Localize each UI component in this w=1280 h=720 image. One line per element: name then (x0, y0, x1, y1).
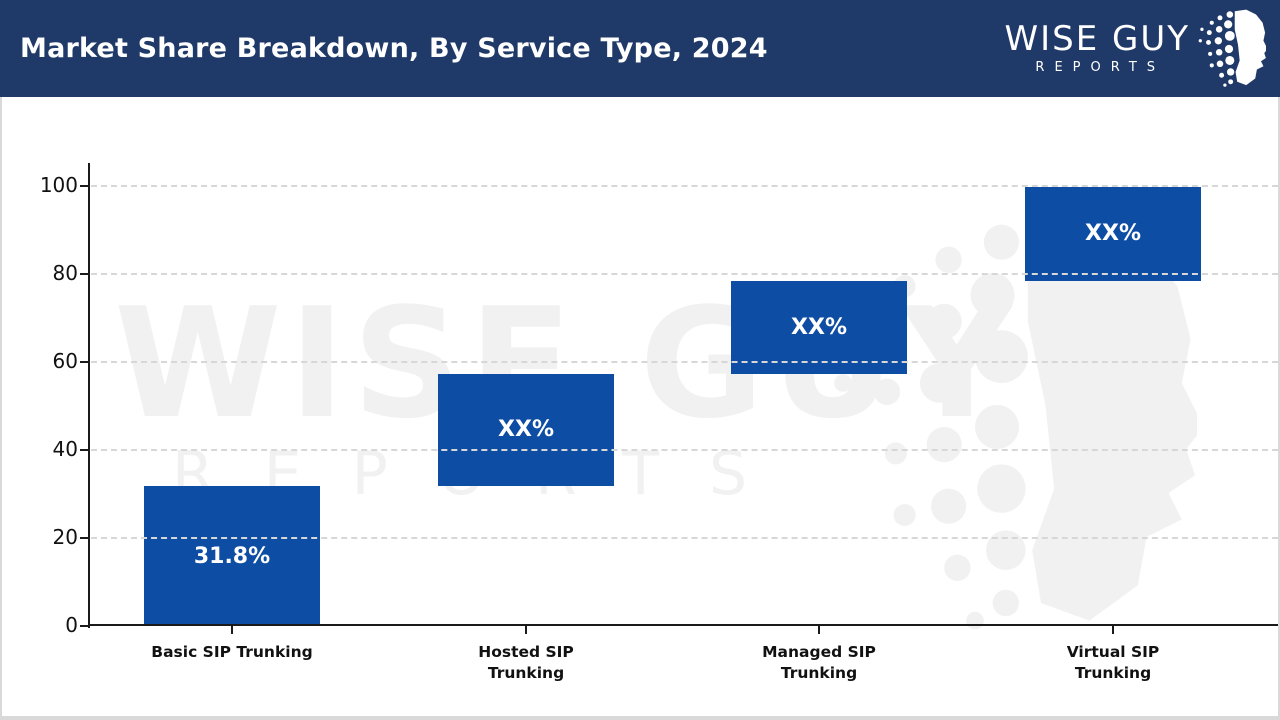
bar-value-label: XX% (498, 417, 554, 443)
x-tick-mark (231, 626, 233, 634)
y-tick-label: 0 (65, 613, 78, 637)
x-tick-mark (1112, 626, 1114, 634)
category-label: Virtual SIP Trunking (1066, 643, 1160, 682)
gridline (91, 449, 1278, 451)
y-tick-label: 20 (52, 525, 78, 549)
bar: XX% (1025, 186, 1201, 282)
bar: XX% (731, 281, 907, 374)
gridline (91, 185, 1278, 187)
gridline (91, 537, 1278, 539)
y-tick-label: 80 (52, 261, 78, 285)
y-tick-mark (80, 185, 88, 187)
bar: 31.8% (144, 486, 320, 626)
category-label: Basic SIP Trunking (151, 643, 313, 661)
y-tick-mark (80, 273, 88, 275)
y-tick-label: 60 (52, 349, 78, 373)
x-tick-mark (525, 626, 527, 634)
bar-value-label: XX% (1085, 221, 1141, 247)
header-bar: Market Share Breakdown, By Service Type,… (0, 0, 1280, 97)
x-axis-line (88, 624, 1278, 626)
logo-subtitle: REPORTS (1035, 59, 1166, 75)
chart-area: WISE GUY REPORTS 02040608010031.8%Basic … (0, 97, 1280, 720)
brand-logo: WISE GUY REPORTS (1004, 8, 1266, 90)
logo-wordmark: WISE GUY (1004, 19, 1190, 60)
y-tick-label: 40 (52, 437, 78, 461)
category-label: Managed SIP Trunking (762, 643, 876, 682)
page-title: Market Share Breakdown, By Service Type,… (20, 33, 768, 64)
y-tick-label: 100 (39, 173, 78, 197)
watermark-face-icon (834, 215, 1197, 630)
y-tick-mark (80, 449, 88, 451)
y-tick-mark (80, 537, 88, 539)
bar: XX% (438, 373, 614, 487)
bar-value-label: 31.8% (193, 543, 271, 569)
x-tick-mark (818, 626, 820, 634)
bar-value-label: XX% (791, 314, 847, 340)
y-axis-line (88, 163, 90, 628)
y-tick-mark (80, 625, 88, 627)
gridline (91, 273, 1278, 275)
gridline (91, 361, 1278, 363)
plot: 0 20 40 60 80 100 31.8% Basic SIP Trunking XX% Ho… (2, 97, 1278, 716)
category-label: Hosted SIP Trunking (478, 643, 574, 682)
brand-logo-text: WISE GUY REPORTS (1004, 19, 1190, 75)
y-tick-mark (80, 361, 88, 363)
logo-face-icon (1198, 9, 1266, 87)
